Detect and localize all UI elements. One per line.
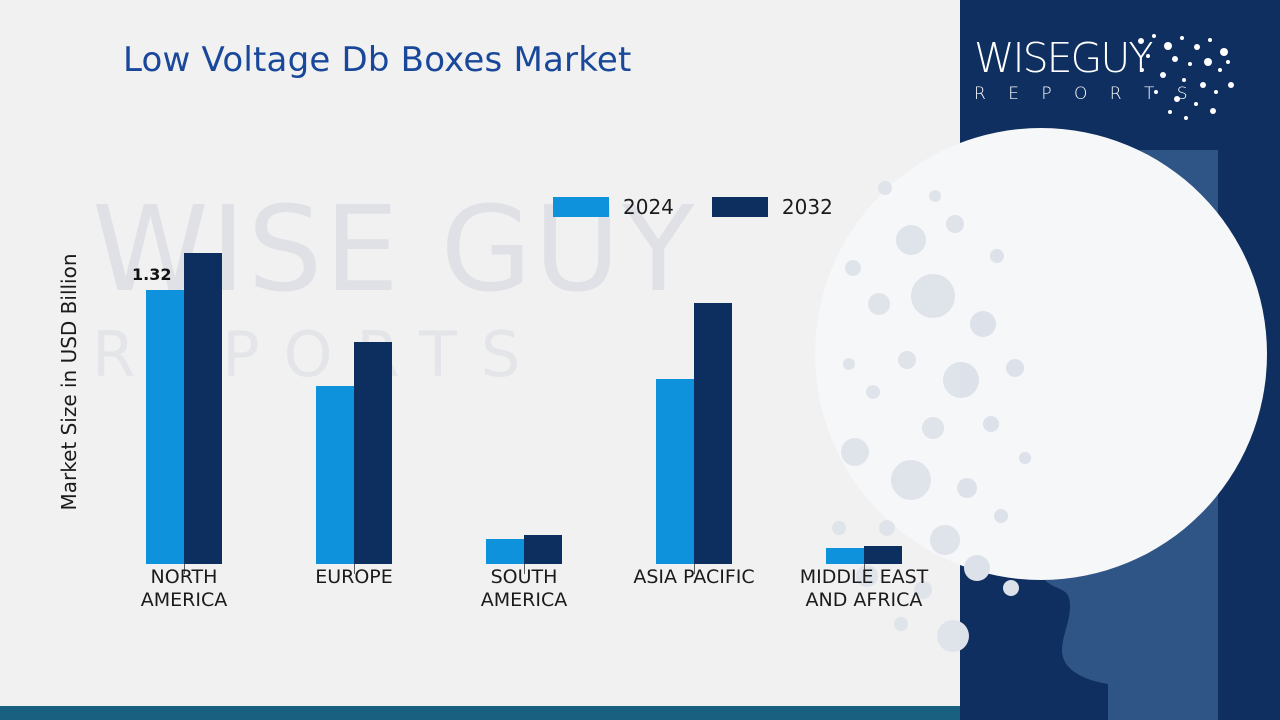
bottom-accent-strip (0, 706, 960, 720)
bar-group (486, 534, 562, 574)
bar-2024[interactable] (656, 379, 694, 564)
bar-2024[interactable] (486, 539, 524, 564)
decorative-node-dots-bleed (815, 128, 960, 652)
x-axis-tick (354, 564, 355, 574)
bar-value-label: 1.32 (132, 265, 172, 285)
x-tick-label: NORTH AMERICA (140, 566, 228, 611)
bar-group (826, 546, 902, 574)
bar-group (146, 253, 222, 574)
page-title: Low Voltage Db Boxes Market (123, 40, 632, 80)
x-tick-label: MIDDLE EAST AND AFRICA (799, 566, 929, 611)
logo-wordmark: WISEGUY (974, 34, 1153, 82)
x-tick-label: ASIA PACIFIC (633, 566, 755, 588)
bar-2024[interactable] (146, 290, 184, 564)
legend-item-2032[interactable]: 2032 (711, 195, 833, 219)
wiseguy-logo: WISEGUY R E P O R T S (974, 34, 1234, 120)
logo-node-cluster-icon (1124, 32, 1234, 128)
x-tick-label: SOUTH AMERICA (480, 566, 568, 611)
bar-2032[interactable] (184, 253, 222, 564)
x-axis-labels: NORTH AMERICA EUROPE SOUTH AMERICA ASIA PAC… (96, 566, 932, 676)
legend-swatch-2032-icon (711, 197, 768, 217)
legend-label-2032: 2032 (781, 195, 833, 219)
brand-panel: WISEGUY R E P O R T S (960, 0, 1280, 720)
bar-2024[interactable] (826, 548, 864, 564)
x-axis-tick (524, 564, 525, 574)
bar-2024[interactable] (316, 385, 354, 564)
x-tick-label: EUROPE (315, 566, 393, 588)
plot-area: 1.32 (96, 180, 932, 574)
decorative-node-dots (960, 128, 1267, 652)
logo-subtitle: R E P O R T S (974, 84, 1197, 104)
chart-legend: 2024 2032 (553, 195, 833, 219)
bar-2032[interactable] (694, 302, 732, 564)
bar-2032[interactable] (524, 534, 562, 564)
bar-2032[interactable] (864, 546, 902, 564)
x-axis-tick (864, 564, 865, 574)
legend-swatch-2024-icon (553, 197, 609, 217)
legend-item-2024[interactable]: 2024 (553, 195, 674, 219)
legend-label-2024: 2024 (623, 195, 674, 219)
bar-group (316, 342, 392, 574)
x-axis-tick (184, 564, 185, 574)
bar-2032[interactable] (354, 342, 392, 564)
bar-group (656, 302, 732, 574)
chart-panel: WISE GUY REPORTS Low Voltage Db Boxes Ma… (57, 40, 960, 676)
x-axis-tick (694, 564, 695, 574)
y-axis-label: Market Size in USD Billion (57, 253, 81, 511)
